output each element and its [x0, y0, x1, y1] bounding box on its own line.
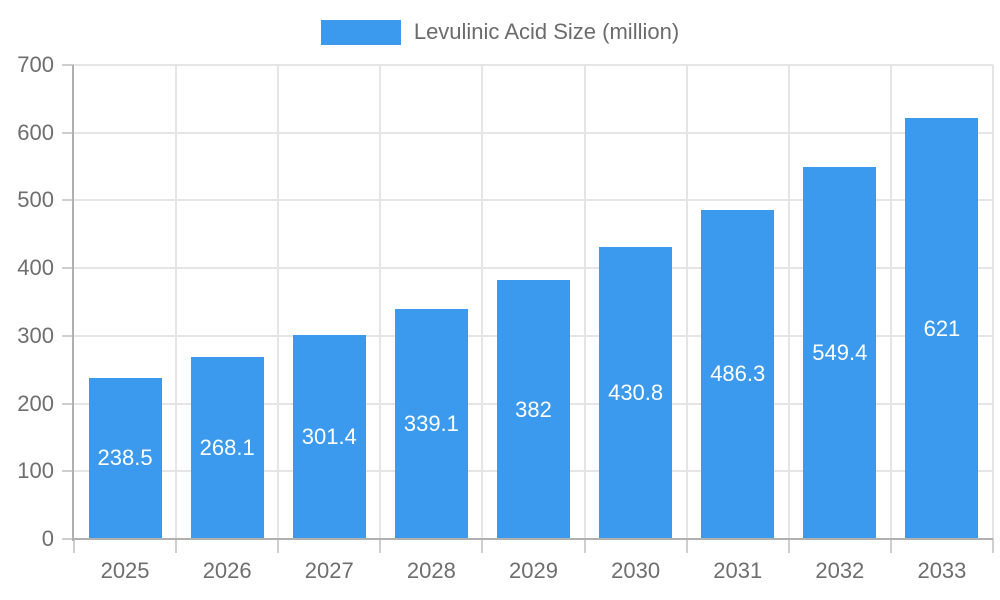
bar[interactable]: [803, 166, 877, 539]
v-gridline: [583, 65, 586, 539]
v-gridline: [685, 65, 688, 539]
y-axis-label: 100: [17, 458, 54, 484]
x-tick: [73, 539, 75, 553]
bar-value-label: 268.1: [199, 435, 255, 461]
v-gridline: [481, 65, 484, 539]
bar[interactable]: [292, 334, 366, 539]
bar-value-label: 621: [923, 315, 961, 341]
x-tick: [379, 539, 382, 553]
h-gridline: [74, 64, 993, 66]
y-axis-label: 300: [17, 322, 54, 348]
x-tick: [787, 539, 790, 553]
bar-value-label: 238.5: [97, 445, 153, 471]
bar-value-label: 430.8: [608, 380, 664, 406]
bar[interactable]: [599, 247, 673, 539]
x-axis-label: 2025: [100, 558, 150, 583]
bar[interactable]: [497, 280, 570, 539]
v-gridline: [787, 65, 790, 539]
v-gridline: [175, 65, 178, 539]
legend[interactable]: Levulinic Acid Size (million): [0, 19, 1000, 45]
x-tick: [175, 539, 178, 553]
bar[interactable]: [394, 309, 468, 539]
v-gridline: [889, 65, 892, 539]
y-axis-label: 600: [17, 119, 54, 145]
x-axis-label: 2027: [304, 558, 354, 583]
x-tick: [481, 539, 484, 553]
y-tick: [62, 470, 74, 473]
y-tick: [62, 267, 74, 270]
x-axis-label: 2030: [611, 558, 661, 583]
bar-value-label: 486.3: [710, 361, 766, 387]
y-tick: [62, 402, 74, 405]
bar-value-label: 301.4: [301, 423, 357, 449]
h-gridline: [74, 199, 993, 202]
y-tick: [62, 64, 74, 66]
y-axis-label: 200: [17, 390, 54, 416]
y-tick: [62, 334, 74, 337]
legend-label: Levulinic Acid Size (million): [413, 19, 680, 44]
v-gridline: [992, 65, 994, 539]
x-axis-label: 2031: [713, 558, 763, 583]
x-axis-label: 2029: [509, 558, 558, 583]
x-axis-label: 2032: [815, 558, 865, 583]
y-axis-label: 400: [17, 255, 54, 281]
bar[interactable]: [701, 209, 775, 539]
x-axis-label: 2028: [406, 558, 456, 583]
bar-value-label: 339.1: [403, 411, 459, 437]
h-gridline: [74, 267, 993, 270]
y-tick: [62, 199, 74, 202]
h-gridline: [74, 131, 993, 134]
v-gridline: [277, 65, 280, 539]
y-tick: [62, 538, 74, 540]
bar-value-label: 549.4: [812, 339, 868, 365]
y-axis-label: 0: [41, 526, 54, 551]
x-tick: [685, 539, 688, 553]
y-tick: [62, 131, 74, 134]
x-tick: [889, 539, 892, 553]
x-tick: [277, 539, 280, 553]
y-axis-label: 700: [17, 52, 54, 77]
bar[interactable]: [905, 118, 979, 539]
bar[interactable]: [190, 357, 264, 539]
y-axis-line: [72, 65, 74, 541]
bar-value-label: 382: [515, 396, 552, 422]
y-axis-label: 500: [17, 187, 54, 213]
x-axis-label: 2026: [202, 558, 252, 583]
bar[interactable]: [88, 377, 162, 539]
v-gridline: [379, 65, 382, 539]
x-tick: [583, 539, 586, 553]
x-axis-line: [72, 538, 993, 540]
legend-swatch-icon: [320, 19, 401, 45]
x-axis-label: 2033: [917, 558, 967, 583]
x-tick: [992, 539, 994, 553]
